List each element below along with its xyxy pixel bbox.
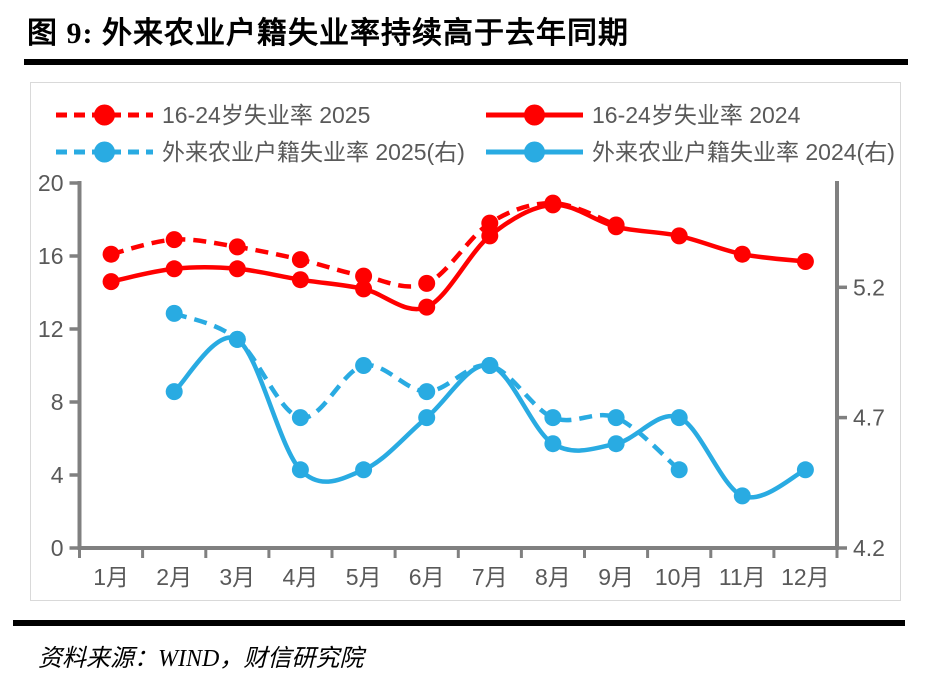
data-point-marker xyxy=(481,357,499,374)
legend-marker-dot xyxy=(524,104,545,126)
data-point-marker xyxy=(355,267,373,285)
x-axis-tick-label: 1月 xyxy=(93,564,129,590)
footer-divider xyxy=(13,620,905,626)
data-point-marker xyxy=(418,409,436,427)
data-point-marker xyxy=(670,409,688,427)
data-point-marker xyxy=(670,227,688,245)
x-axis-tick-label: 9月 xyxy=(598,564,634,590)
data-point-marker xyxy=(418,383,436,401)
left-axis-tick-label: 4 xyxy=(51,462,64,488)
legend-swatch-migrant-2024-icon xyxy=(486,141,583,163)
left-axis-tick-label: 12 xyxy=(38,316,64,342)
data-point-marker xyxy=(796,461,814,479)
data-point-marker xyxy=(607,216,625,234)
right-axis-tick-label: 4.7 xyxy=(853,405,885,431)
legend-swatch-youth-2024-icon xyxy=(486,104,583,126)
data-point-marker xyxy=(355,280,373,298)
x-axis-tick-label: 3月 xyxy=(219,564,255,590)
data-point-marker xyxy=(355,357,373,374)
right-axis-tick-label: 4.2 xyxy=(853,535,885,561)
data-point-marker xyxy=(733,487,751,505)
data-point-marker xyxy=(607,435,625,453)
data-point-marker xyxy=(733,245,751,263)
legend-label-migrant-2024: 外来农业户籍失业率 2024(右) xyxy=(592,139,895,165)
data-point-marker xyxy=(165,260,183,278)
x-axis-tick-label: 2月 xyxy=(156,564,192,590)
data-point-marker xyxy=(544,409,562,427)
data-point-marker xyxy=(165,383,183,401)
data-point-marker xyxy=(228,330,246,348)
left-axis-tick-label: 20 xyxy=(38,170,64,196)
legend-item-migrant-2024: 外来农业户籍失业率 2024(右) xyxy=(486,139,895,165)
x-axis-tick-label: 12月 xyxy=(781,564,830,590)
data-point-marker xyxy=(102,245,120,263)
data-point-marker xyxy=(544,435,562,453)
chart-frame: 16-24岁失业率 2025 16-24岁失业率 2024 外来农业户籍失业率 … xyxy=(30,82,901,601)
data-point-marker xyxy=(291,461,309,479)
plot-area: 0 4 8 12 16 20 4.2 4.7 5.2 1月 2月 3月 4月 5月 6月 7月 8月 9月 10月 1… xyxy=(38,170,885,590)
data-point-marker xyxy=(291,409,309,427)
data-point-marker xyxy=(228,238,246,256)
data-point-marker xyxy=(291,271,309,289)
data-point-marker xyxy=(796,253,814,270)
legend-item-youth-2024: 16-24岁失业率 2024 xyxy=(486,102,800,128)
data-point-marker xyxy=(165,304,183,322)
x-axis-tick-label: 6月 xyxy=(409,564,445,590)
data-point-marker xyxy=(544,194,562,212)
data-point-marker xyxy=(228,260,246,278)
left-axis-tick-label: 16 xyxy=(38,243,64,269)
legend-item-migrant-2025: 外来农业户籍失业率 2025(右) xyxy=(56,139,465,165)
data-point-marker xyxy=(165,231,183,249)
x-axis-tick-label: 7月 xyxy=(472,564,508,590)
legend-marker-dot xyxy=(524,141,545,163)
x-axis-tick-label: 11月 xyxy=(719,564,766,590)
source-note: 资料来源：WIND，财信研究院 xyxy=(38,646,364,672)
legend-swatch-migrant-2025-icon xyxy=(56,141,153,163)
legend-item-youth-2025: 16-24岁失业率 2025 xyxy=(56,102,370,128)
left-axis-tick-label: 0 xyxy=(51,535,64,561)
figure-title: 图 9: 外来农业户籍失业率持续高于去年同期 xyxy=(27,17,629,50)
data-point-marker xyxy=(418,298,436,316)
legend-label-youth-2024: 16-24岁失业率 2024 xyxy=(592,102,801,128)
x-axis-tick-label: 8月 xyxy=(535,564,571,590)
legend-marker-dot xyxy=(94,141,115,163)
data-point-marker xyxy=(355,461,373,479)
x-axis-tick-label: 5月 xyxy=(346,564,382,590)
data-point-marker xyxy=(670,461,688,479)
data-point-marker xyxy=(481,227,499,245)
x-axis-tick-label: 4月 xyxy=(283,564,319,590)
legend-label-migrant-2025: 外来农业户籍失业率 2025(右) xyxy=(162,139,465,165)
data-point-marker xyxy=(418,274,436,292)
legend-label-youth-2025: 16-24岁失业率 2025 xyxy=(162,102,371,128)
right-axis-tick-label: 5.2 xyxy=(853,274,885,300)
data-point-marker xyxy=(607,409,625,427)
data-point-marker xyxy=(291,251,309,269)
left-axis-tick-label: 8 xyxy=(51,389,64,415)
legend-swatch-youth-2025-icon xyxy=(56,104,153,126)
data-point-marker xyxy=(102,273,120,291)
x-axis-tick-label: 10月 xyxy=(655,564,704,590)
data-point-marker xyxy=(481,214,499,232)
legend-marker-dot xyxy=(94,104,115,126)
title-divider xyxy=(24,59,908,65)
